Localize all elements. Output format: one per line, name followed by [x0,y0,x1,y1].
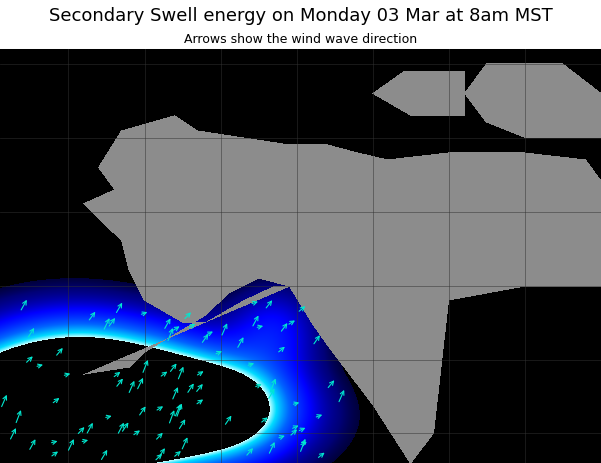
Text: Secondary Swell energy on Monday 03 Mar at 8am MST: Secondary Swell energy on Monday 03 Mar … [49,7,552,25]
Text: Arrows show the wind wave direction: Arrows show the wind wave direction [184,32,417,45]
